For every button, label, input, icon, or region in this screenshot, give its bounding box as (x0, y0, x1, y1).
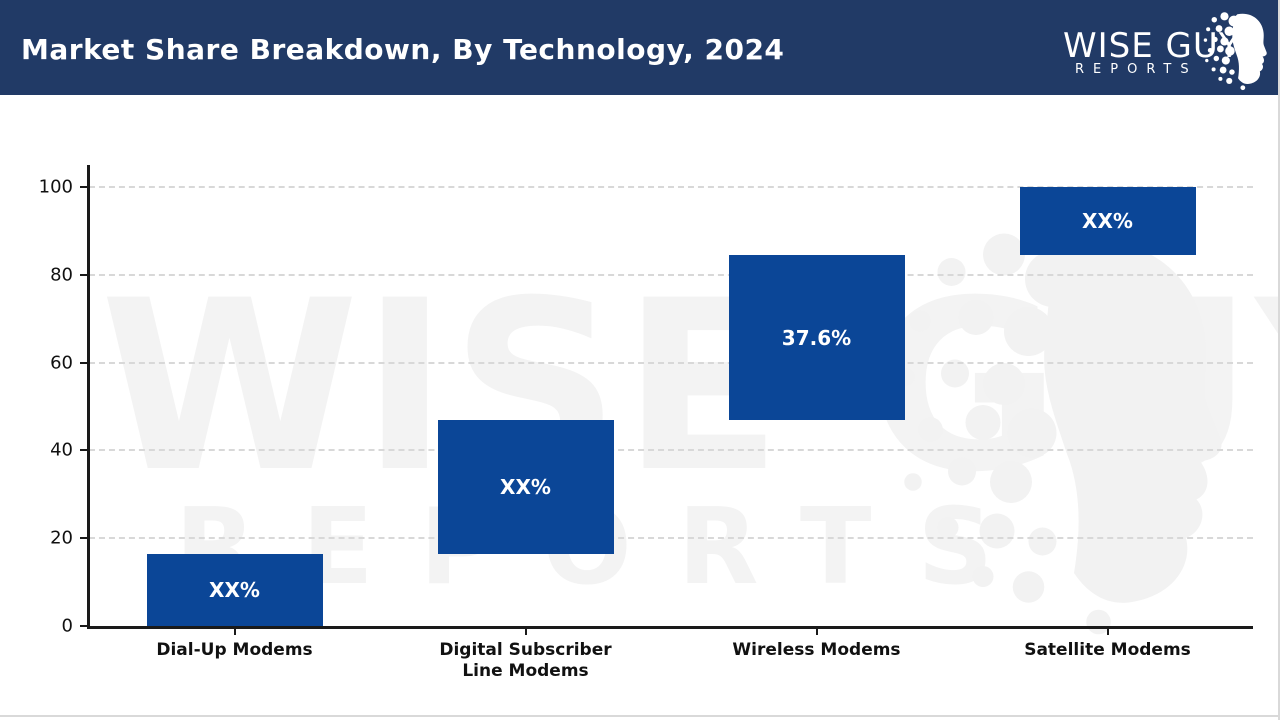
x-axis-line (87, 626, 1253, 629)
bar-satellite-modems: XX% (1019, 187, 1196, 256)
chart-title: Market Share Breakdown, By Technology, 2… (21, 33, 785, 66)
bar-dial-up-modems: XX% (146, 554, 323, 626)
x-tick-mark (1106, 628, 1109, 635)
x-tick-mark (233, 628, 236, 635)
dotted-head-icon (1203, 12, 1267, 91)
y-tick-mark (80, 186, 88, 188)
brand-logo: WISE GUY REPORTS (1028, 4, 1268, 92)
bar-digital-subscriber-line-modems: XX% (437, 420, 614, 554)
y-tick-mark (80, 273, 88, 276)
gridline (89, 361, 1253, 364)
category-label: Wireless Modems (732, 640, 901, 660)
y-tick-mark (80, 449, 88, 452)
brand-logo-subtext: REPORTS (1075, 62, 1198, 77)
y-tick-mark (80, 537, 88, 540)
waterfall-chart: 0 20 40 60 80 100 XX% Dial-Up Modems XX% Digital … (0, 95, 1278, 720)
gridline (89, 537, 1253, 540)
header-bar: Market Share Breakdown, By Technology, 2… (0, 0, 1278, 95)
category-label: Satellite Modems (1024, 640, 1191, 660)
x-tick-mark (815, 628, 818, 635)
gridline (89, 449, 1253, 452)
y-tick-mark (80, 625, 88, 627)
y-axis-line (87, 165, 90, 628)
brand-logo-wordmark: WISE GUY (1063, 26, 1241, 66)
y-tick-label: 100 (38, 176, 73, 198)
gridline (89, 273, 1253, 276)
category-label: Digital Subscriber Line Modems (439, 640, 612, 682)
y-tick-label: 20 (50, 527, 73, 549)
bar-wireless-modems: 37.6% (728, 255, 905, 421)
bottom-border (0, 715, 1278, 717)
y-tick-label: 60 (50, 352, 73, 374)
bar-value-label: XX% (500, 475, 551, 500)
x-tick-mark (524, 628, 527, 635)
y-tick-mark (80, 361, 88, 364)
bar-value-label: 37.6% (781, 325, 852, 350)
category-label: Dial-Up Modems (156, 640, 313, 660)
y-tick-label: 0 (61, 615, 73, 637)
gridline (89, 186, 1253, 188)
bar-value-label: XX% (1082, 209, 1133, 234)
bar-value-label: XX% (209, 577, 260, 602)
y-tick-label: 80 (50, 264, 73, 286)
y-tick-label: 40 (50, 439, 73, 461)
